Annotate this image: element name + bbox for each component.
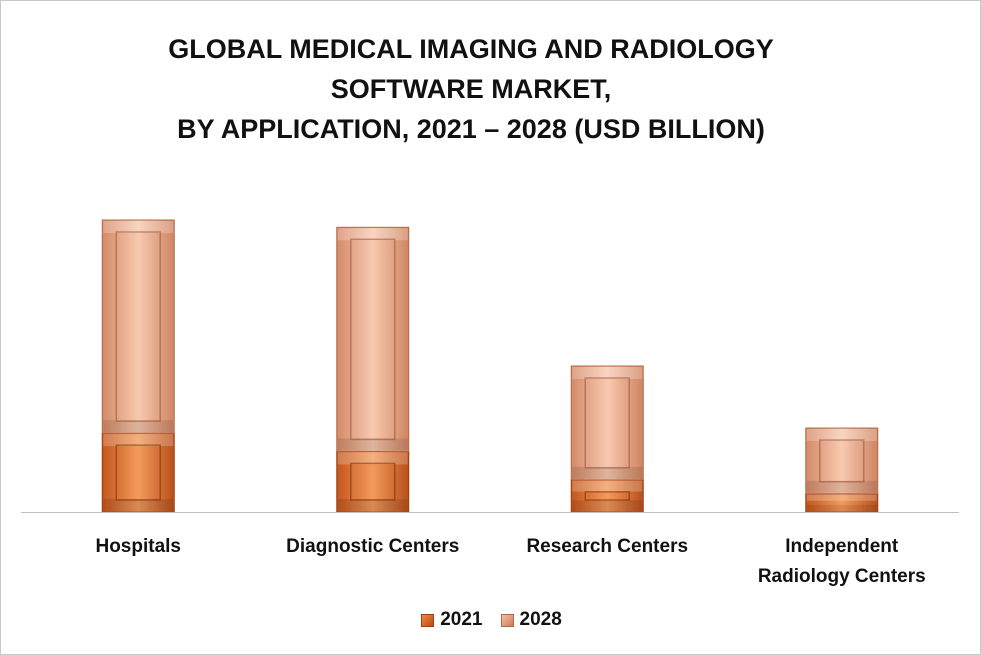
- legend: 2021 2028: [1, 609, 981, 631]
- bar-2028-0: [101, 219, 175, 434]
- chart-title-line-3: BY APPLICATION, 2021 – 2028 (USD BILLION…: [177, 114, 765, 144]
- bar-2028-3: [805, 427, 879, 495]
- bar-2021-2: [570, 479, 644, 513]
- bar-2028-2: [570, 365, 644, 481]
- x-tick-label-2-0: Research Centers: [526, 536, 688, 557]
- legend-label-2028: 2028: [519, 609, 562, 630]
- chart-title: GLOBAL MEDICAL IMAGING AND RADIOLOGY SOF…: [81, 29, 861, 149]
- x-tick-label-0-0: Hospitals: [95, 536, 181, 557]
- legend-item-2021: 2021: [421, 609, 483, 631]
- bar-2021-1: [336, 450, 410, 513]
- legend-item-2028: 2028: [500, 609, 562, 631]
- legend-swatch-2021: [421, 613, 435, 627]
- bar-chart: Hospitals Diagnostic Centers Research Cent…: [21, 219, 959, 587]
- chart-title-line-2: SOFTWARE MARKET,: [330, 74, 612, 104]
- x-tick-label-3-0: Independent: [785, 536, 899, 557]
- bar-2028-1: [336, 226, 410, 452]
- legend-swatch-2028: [500, 613, 514, 627]
- bar-2021-0: [101, 432, 175, 513]
- bar-2021-3: [805, 493, 879, 513]
- x-tick-label-1-0: Diagnostic Centers: [286, 536, 459, 557]
- legend-label-2021: 2021: [440, 609, 483, 630]
- chart-title-line-1: GLOBAL MEDICAL IMAGING AND RADIOLOGY: [168, 34, 774, 64]
- x-tick-label-3-1: Radiology Centers: [758, 566, 926, 587]
